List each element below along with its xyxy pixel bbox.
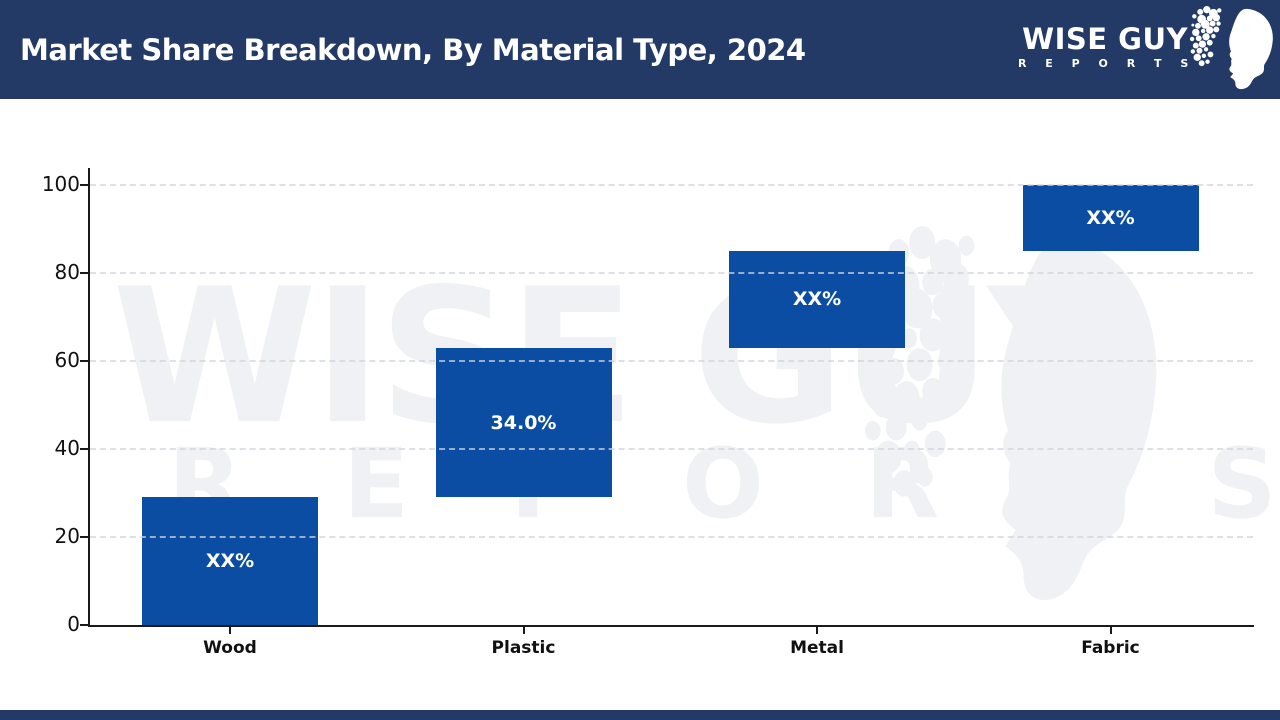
y-tick-label: 20 xyxy=(54,524,80,548)
bar-value-label: 34.0% xyxy=(490,411,557,434)
x-tick-mark xyxy=(816,627,818,634)
y-tick-mark xyxy=(80,448,88,450)
bar-segment: 34.0% xyxy=(435,347,612,498)
wiseguy-face-icon xyxy=(1186,6,1276,94)
logo-wordmark: WISE GUY xyxy=(1022,22,1188,56)
bar-segment: XX% xyxy=(142,497,318,625)
y-tick-mark xyxy=(80,272,88,274)
y-tick-mark xyxy=(80,360,88,362)
y-tick-mark xyxy=(80,624,88,626)
footer-strip xyxy=(0,710,1280,720)
y-tick-mark xyxy=(80,536,88,538)
gridline xyxy=(90,536,1253,538)
bar-segment: XX% xyxy=(729,251,905,348)
gridline xyxy=(90,184,1253,186)
category-label: Wood xyxy=(203,638,257,658)
y-tick-label: 100 xyxy=(41,172,80,196)
y-axis-line xyxy=(88,168,90,627)
bar-value-label: XX% xyxy=(1086,207,1135,229)
y-tick-label: 40 xyxy=(54,436,80,460)
category-label: Metal xyxy=(790,638,844,658)
y-tick-label: 0 xyxy=(67,612,80,636)
gridline xyxy=(90,272,1253,274)
bar-value-label: XX% xyxy=(205,550,255,573)
category-label: Plastic xyxy=(491,638,556,658)
page-title: Market Share Breakdown, By Material Type… xyxy=(20,32,806,67)
y-tick-mark xyxy=(80,184,88,186)
logo-reports-text: R E P O R T S xyxy=(1018,57,1196,70)
y-tick-label: 80 xyxy=(54,260,80,284)
y-tick-label: 60 xyxy=(54,348,80,372)
category-label: Fabric xyxy=(1081,638,1140,658)
x-tick-mark xyxy=(522,627,525,634)
gridline xyxy=(90,360,1253,362)
x-tick-mark xyxy=(229,627,231,634)
header-bar: Market Share Breakdown, By Material Type… xyxy=(0,0,1280,99)
x-axis-line xyxy=(88,625,1254,627)
x-tick-mark xyxy=(1109,627,1112,634)
wiseguy-logo: WISE GUY R E P O R T S xyxy=(1018,0,1272,99)
bar-value-label: XX% xyxy=(792,288,842,311)
gridline xyxy=(90,448,1253,450)
bar-segment: XX% xyxy=(1022,185,1199,251)
